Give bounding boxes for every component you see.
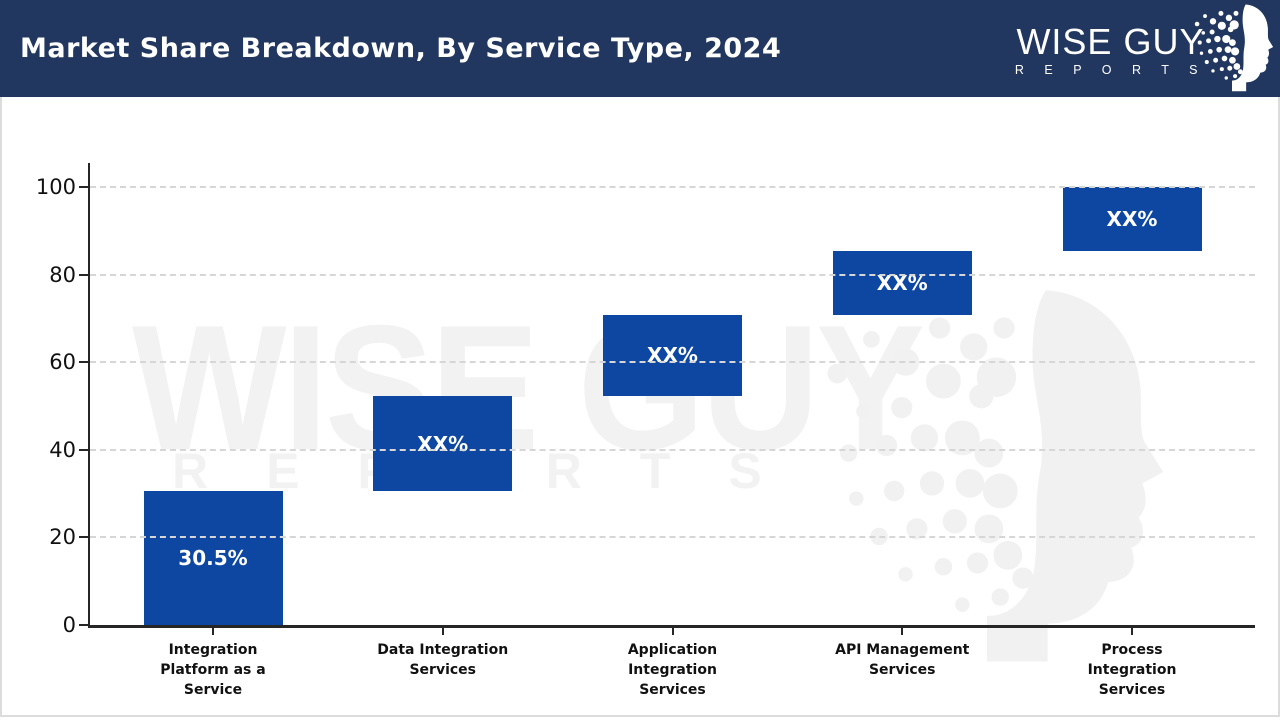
gridline-20	[90, 536, 1255, 539]
logo-text: WISE GUY R E P O R T S	[1014, 21, 1206, 78]
y-axis-tick	[79, 536, 88, 539]
bar-segment: XX%	[832, 250, 972, 315]
waterfall-chart: 0 20 40 60 80 100 30.5% XX% XX% XX% XX% Integration…	[2, 97, 1278, 715]
gridline-80	[90, 273, 1255, 276]
gridline-100	[90, 186, 1255, 188]
bar-segment: XX%	[1062, 187, 1202, 251]
logo-brand-subtitle: R E P O R T S	[1014, 63, 1206, 77]
gridline-60	[90, 361, 1255, 364]
x-axis-category-label: Application Integration Services	[627, 642, 718, 698]
y-axis-line	[88, 163, 90, 628]
x-axis-category-label: Process Integration Services	[1087, 642, 1177, 698]
bar-value-label: XX%	[1106, 206, 1158, 231]
x-axis-category-label: Integration Platform as a Service	[160, 642, 266, 698]
y-axis-tick	[79, 448, 88, 451]
header-bar: Market Share Breakdown, By Service Type,…	[0, 0, 1280, 97]
bar-value-label: 30.5%	[178, 546, 248, 571]
gridline-40	[90, 448, 1255, 451]
y-axis-tick-label: 100	[35, 175, 76, 199]
watermark-brand-text: WISE GUY	[132, 288, 925, 487]
x-axis-tick	[671, 628, 674, 635]
wiseguy-logo: WISE GUY R E P O R T S	[1015, 0, 1280, 97]
x-axis-tick	[1131, 628, 1133, 635]
y-axis-tick-label: 20	[49, 525, 76, 550]
page-title: Market Share Breakdown, By Service Type,…	[20, 33, 782, 64]
y-axis-tick-label: 60	[49, 350, 76, 375]
y-axis-tick	[79, 624, 88, 626]
logo-brand-name: WISE GUY	[1016, 21, 1205, 62]
y-axis-tick	[79, 186, 88, 188]
bar-segment: XX%	[373, 395, 513, 492]
bar-value-label: XX%	[647, 343, 698, 368]
x-axis-category-label: API Management Services	[835, 642, 970, 678]
bar-value-label: XX%	[417, 431, 469, 456]
x-axis-tick	[901, 628, 904, 635]
x-axis-tick	[441, 628, 444, 635]
bar-segment: 30.5%	[143, 491, 283, 625]
y-axis-tick	[79, 361, 88, 364]
watermark-head-profile-icon	[807, 222, 1167, 715]
y-axis-tick	[79, 273, 88, 276]
x-axis-category-label: Data Integration Services	[377, 642, 509, 678]
bar-segment: XX%	[603, 314, 742, 396]
head-profile-logo-icon	[1194, 2, 1274, 96]
x-axis-tick	[212, 628, 214, 635]
y-axis-tick-label: 0	[62, 613, 76, 637]
x-axis-line	[90, 625, 1255, 628]
y-axis-tick-label: 80	[49, 262, 76, 287]
y-axis-tick-label: 40	[49, 437, 76, 462]
